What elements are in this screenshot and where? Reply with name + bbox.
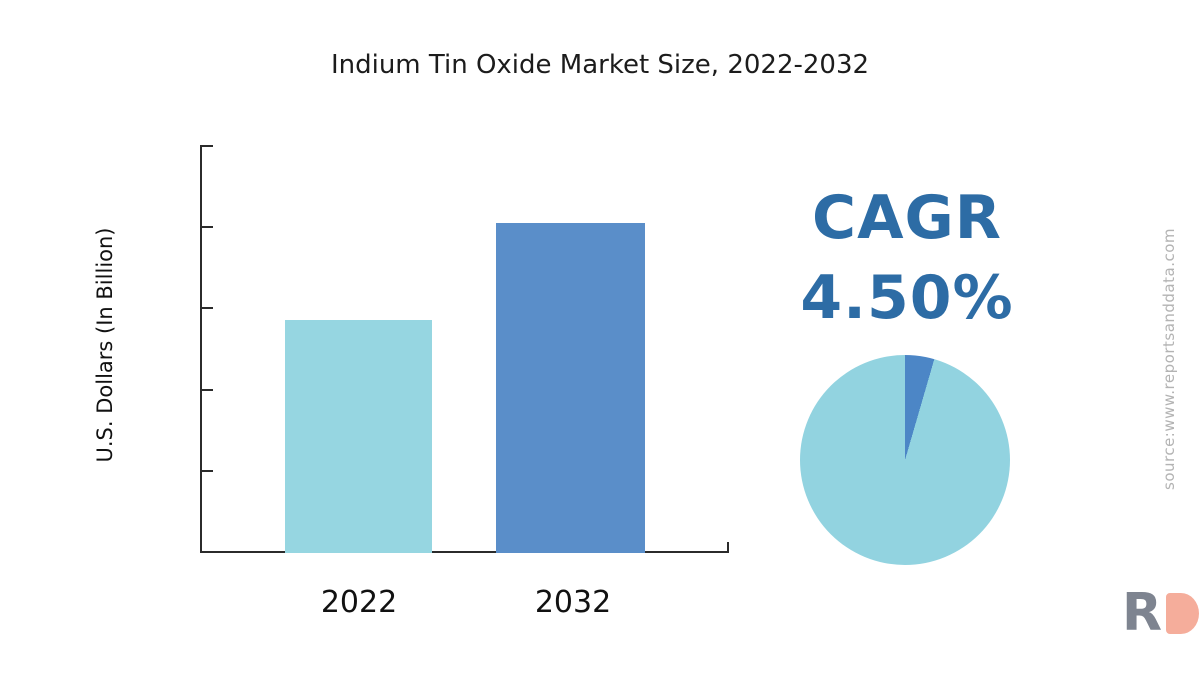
bar-chart: U.S. Dollars (In Billion) 03006009001200… <box>93 145 729 620</box>
bar-2032 <box>496 223 645 553</box>
x-axis-end-tick <box>727 542 729 553</box>
y-tick-mark <box>202 145 213 147</box>
source-attribution: source:www.reportsanddata.com <box>1160 228 1178 490</box>
x-axis-line <box>200 551 729 553</box>
y-tick-mark <box>202 307 213 310</box>
bar-2022 <box>285 320 432 553</box>
chart-title: Indium Tin Oxide Market Size, 2022-2032 <box>330 50 870 80</box>
cagr-callout: CAGR 4.50% <box>792 178 1022 338</box>
y-axis-line <box>200 145 202 553</box>
y-tick-mark <box>202 226 213 229</box>
x-tick-label-2032: 2032 <box>534 585 612 620</box>
y-tick-mark <box>202 388 213 391</box>
reportsanddata-logo: R <box>1122 583 1200 643</box>
cagr-label: CAGR <box>812 183 1002 253</box>
cagr-pie-chart <box>800 355 1010 565</box>
y-axis-label: U.S. Dollars (In Billion) <box>93 227 117 463</box>
y-tick-mark <box>202 469 213 472</box>
logo-d-shape <box>1166 592 1200 634</box>
logo-letter-r: R <box>1122 583 1163 643</box>
x-tick-label-2022: 2022 <box>320 585 398 620</box>
cagr-value: 4.50% <box>800 263 1014 333</box>
